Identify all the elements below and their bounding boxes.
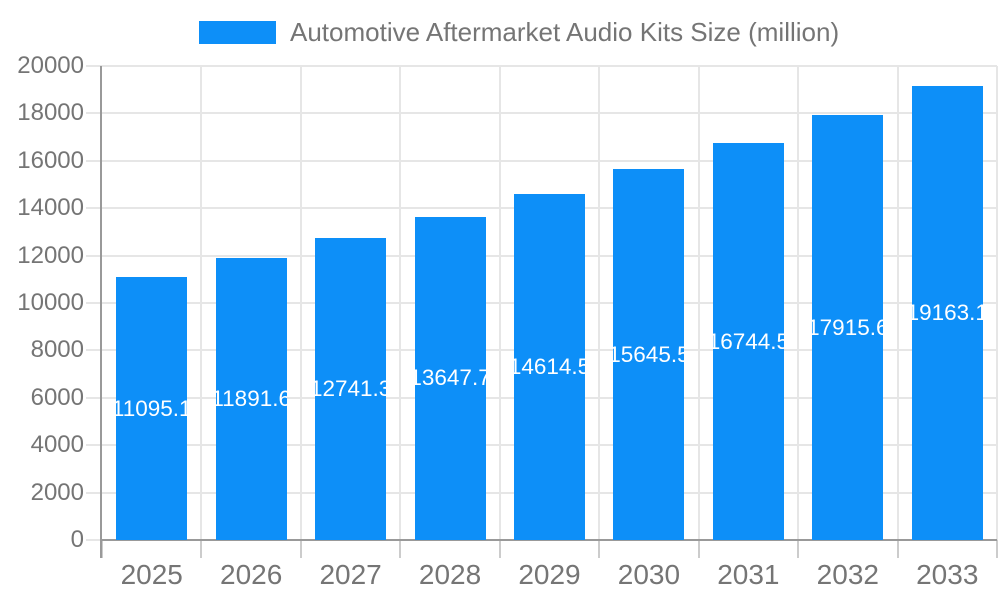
y-axis-tick-label: 18000 — [17, 99, 84, 127]
bar[interactable]: 16744.5 — [712, 143, 784, 540]
y-tick-mark — [86, 112, 102, 115]
y-tick-mark — [86, 159, 102, 162]
x-tick-mark — [797, 540, 800, 558]
x-gridline — [299, 66, 302, 540]
x-tick-mark — [200, 540, 203, 558]
y-tick-mark — [86, 65, 102, 67]
y-axis-tick-label: 0 — [70, 526, 84, 553]
y-axis-tick-label: 10000 — [17, 289, 84, 316]
bar[interactable]: 13647.7 — [414, 216, 486, 540]
x-gridline — [598, 66, 601, 540]
bar[interactable]: 11095.1 — [116, 277, 188, 540]
x-gridline — [996, 66, 998, 540]
y-tick-mark — [86, 396, 102, 399]
y-axis-tick-label: 20000 — [17, 52, 84, 79]
x-tick-mark — [399, 540, 402, 558]
y-axis-tick-label: 2000 — [30, 478, 84, 506]
bar[interactable]: 14614.5 — [514, 193, 585, 540]
x-gridline — [200, 66, 203, 540]
y-tick-mark — [86, 254, 102, 257]
bar-value-label: 14614.5 — [514, 353, 585, 379]
bar-value-label: 17915.6 — [812, 314, 884, 340]
x-axis-tick-label: 2025 — [120, 559, 183, 590]
y-gridline — [102, 112, 997, 115]
bar-value-label: 11095.1 — [116, 395, 188, 421]
x-axis-tick-label: 2027 — [319, 559, 382, 590]
bar-value-label: 13647.7 — [414, 365, 486, 391]
y-gridline — [102, 159, 997, 162]
y-tick-mark — [86, 444, 102, 447]
x-tick-mark — [697, 540, 700, 558]
bar-value-label: 16744.5 — [712, 328, 784, 354]
chart-title: Automotive Aftermarket Audio Kits Size (… — [290, 16, 840, 47]
bar[interactable]: 19163.1 — [911, 85, 983, 540]
x-axis-tick-label: 2029 — [518, 559, 581, 590]
bar[interactable]: 15645.5 — [613, 169, 685, 540]
x-axis-tick-label: 2030 — [617, 559, 681, 590]
y-tick-mark — [86, 302, 102, 304]
x-tick-mark — [498, 540, 501, 558]
x-gridline — [498, 66, 501, 540]
x-tick-mark — [598, 540, 601, 558]
y-gridline — [102, 65, 997, 67]
x-gridline — [797, 66, 800, 540]
bar-value-label: 19163.1 — [911, 299, 983, 325]
x-axis-tick-label: 2026 — [220, 559, 283, 590]
y-tick-mark — [86, 491, 102, 494]
y-tick-mark — [86, 539, 102, 541]
bar[interactable]: 17915.6 — [812, 115, 884, 540]
x-gridline — [896, 66, 899, 540]
x-tick-mark — [996, 540, 998, 558]
bar-value-label: 11891.6 — [215, 386, 287, 412]
x-tick-mark — [299, 540, 302, 558]
y-tick-mark — [86, 349, 102, 352]
x-tick-mark — [896, 540, 899, 558]
y-axis-tick-label: 14000 — [17, 194, 84, 222]
y-axis-tick-label: 6000 — [30, 383, 84, 411]
x-axis-tick-label: 2031 — [717, 559, 780, 590]
bar-value-label: 15645.5 — [613, 341, 685, 367]
chart-legend: Automotive Aftermarket Audio Kits Size (… — [199, 9, 839, 55]
y-axis-tick-label: 12000 — [17, 241, 84, 269]
legend-swatch — [199, 20, 276, 44]
x-axis-tick-label: 2032 — [816, 559, 879, 590]
y-axis-tick-label: 4000 — [30, 431, 84, 459]
x-tick-mark — [101, 540, 103, 558]
x-axis-line — [102, 539, 997, 541]
x-gridline — [399, 66, 402, 540]
bar-value-label: 12741.3 — [315, 376, 387, 401]
bar[interactable]: 11891.6 — [215, 258, 287, 540]
y-axis-line — [100, 66, 102, 558]
x-axis-tick-label: 2028 — [418, 559, 482, 590]
y-tick-mark — [86, 207, 102, 210]
y-axis-tick-label: 8000 — [30, 336, 84, 364]
bar[interactable]: 12741.3 — [315, 238, 387, 540]
x-gridline — [697, 66, 700, 540]
x-axis-tick-label: 2033 — [916, 559, 979, 590]
y-axis-tick-label: 16000 — [17, 146, 84, 174]
